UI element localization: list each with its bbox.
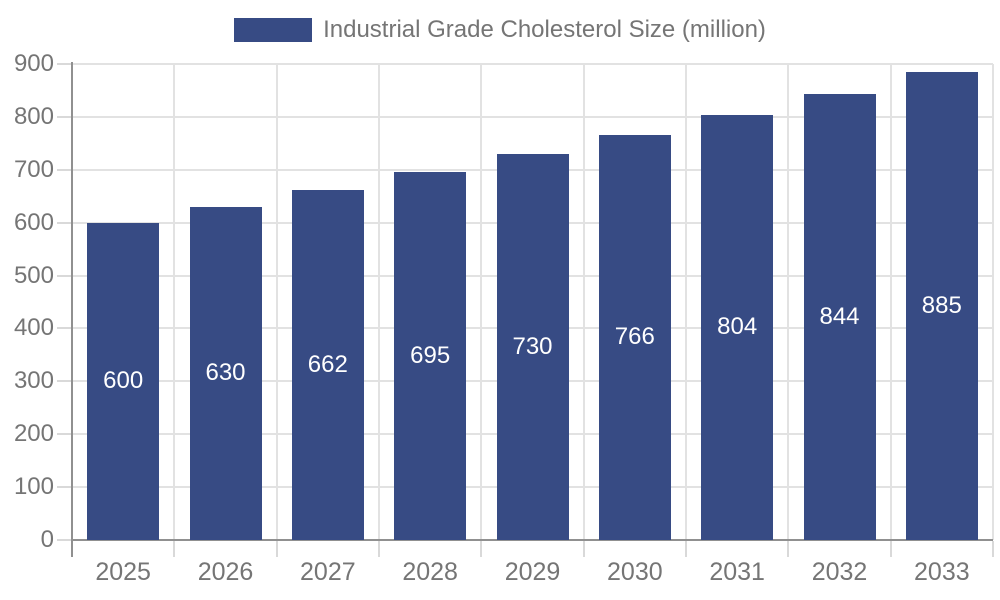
x-axis-category-label: 2029 bbox=[504, 558, 561, 586]
x-gridline bbox=[480, 64, 483, 540]
y-axis-tick bbox=[57, 486, 72, 489]
legend-swatch-icon bbox=[234, 18, 313, 42]
x-gridline bbox=[685, 64, 687, 540]
x-axis-tick bbox=[173, 541, 176, 557]
x-axis-category-label: 2032 bbox=[811, 558, 868, 586]
bar-value-label: 695 bbox=[410, 342, 451, 370]
x-gridline bbox=[275, 64, 278, 540]
y-gridline bbox=[72, 63, 993, 65]
y-axis-tick-label: 300 bbox=[13, 367, 54, 395]
x-gridline bbox=[173, 64, 176, 540]
y-axis-tick-label: 800 bbox=[13, 102, 54, 130]
bar[interactable] bbox=[394, 172, 467, 540]
y-axis-tick-label: 100 bbox=[13, 473, 54, 501]
x-axis-category-label: 2033 bbox=[914, 558, 970, 586]
bar-value-label: 730 bbox=[512, 332, 553, 360]
x-axis-category-label: 2027 bbox=[300, 558, 356, 586]
y-axis-tick-label: 700 bbox=[13, 155, 54, 183]
y-axis-tick-label: 0 bbox=[40, 526, 54, 553]
y-axis-tick bbox=[57, 539, 72, 541]
x-axis-line bbox=[71, 539, 993, 541]
y-axis-tick bbox=[57, 115, 72, 118]
x-axis-tick bbox=[275, 541, 278, 557]
bar-value-label: 844 bbox=[819, 302, 860, 330]
x-axis-tick bbox=[378, 541, 380, 557]
x-axis-tick bbox=[787, 541, 790, 557]
y-axis-tick-label: 900 bbox=[13, 50, 54, 77]
x-axis-tick bbox=[480, 541, 483, 557]
y-axis-tick-label: 500 bbox=[13, 261, 54, 289]
x-gridline bbox=[889, 64, 892, 540]
y-axis-tick bbox=[57, 380, 72, 383]
x-axis-tick bbox=[992, 541, 994, 557]
bar[interactable] bbox=[87, 222, 160, 540]
bar[interactable] bbox=[803, 93, 876, 540]
y-axis-line bbox=[71, 62, 73, 557]
bar[interactable] bbox=[291, 189, 364, 540]
x-axis-tick bbox=[889, 541, 892, 557]
y-axis-tick bbox=[57, 274, 72, 277]
x-gridline bbox=[378, 64, 380, 540]
bar[interactable] bbox=[496, 153, 569, 540]
bar-value-label: 885 bbox=[921, 291, 962, 319]
x-axis-category-label: 2030 bbox=[607, 558, 663, 586]
bar-value-label: 766 bbox=[614, 323, 655, 351]
y-axis-tick bbox=[57, 433, 72, 436]
bar-value-label: 600 bbox=[103, 367, 144, 395]
y-axis-tick bbox=[57, 168, 72, 171]
y-axis-tick-label: 600 bbox=[13, 208, 54, 236]
y-gridline bbox=[72, 115, 993, 118]
x-axis-category-label: 2025 bbox=[95, 558, 151, 586]
y-axis-tick bbox=[57, 327, 72, 330]
x-gridline bbox=[582, 64, 585, 540]
legend-label: Industrial Grade Cholesterol Size (milli… bbox=[323, 16, 766, 43]
x-gridline bbox=[787, 64, 790, 540]
bar[interactable] bbox=[598, 134, 671, 540]
x-gridline bbox=[992, 64, 994, 540]
bar-value-label: 662 bbox=[307, 350, 348, 378]
x-axis-category-label: 2028 bbox=[402, 558, 458, 586]
x-axis-tick bbox=[582, 541, 585, 557]
legend-item[interactable]: Industrial Grade Cholesterol Size (milli… bbox=[0, 15, 1000, 45]
y-axis-tick-label: 400 bbox=[13, 314, 54, 342]
bar[interactable] bbox=[189, 206, 262, 540]
bar-value-label: 804 bbox=[717, 313, 758, 341]
bar[interactable] bbox=[701, 114, 774, 540]
y-axis-tick bbox=[57, 221, 72, 224]
x-axis-category-label: 2031 bbox=[709, 558, 765, 586]
y-axis-tick-label: 200 bbox=[13, 420, 54, 448]
bar[interactable] bbox=[905, 71, 978, 540]
x-axis-category-label: 2026 bbox=[197, 558, 254, 586]
x-axis-tick bbox=[685, 541, 687, 557]
bar-value-label: 630 bbox=[205, 359, 246, 387]
y-axis-tick bbox=[57, 63, 72, 65]
